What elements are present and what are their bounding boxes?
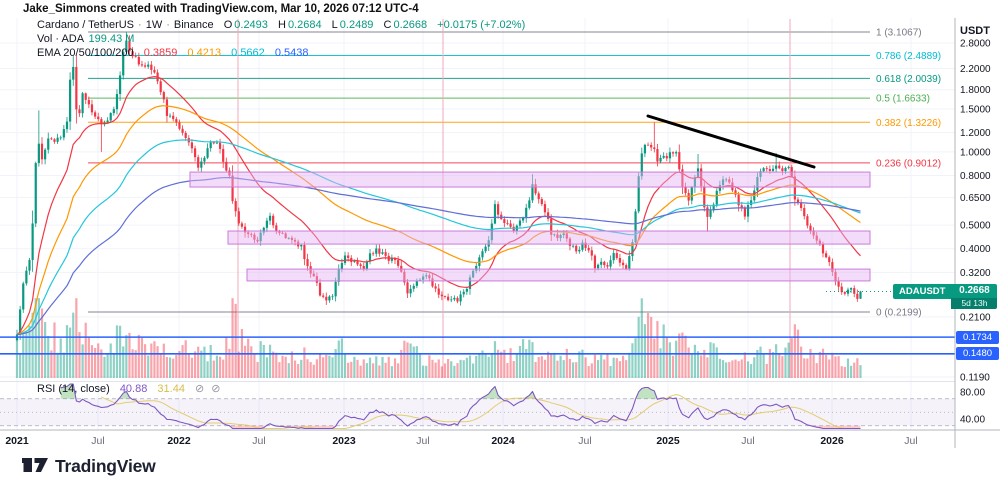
current-price-value: 0.2668 bbox=[951, 284, 998, 298]
fib-level-label: 0 (0.2199) bbox=[876, 307, 922, 318]
high-value: 0.2684 bbox=[287, 19, 322, 31]
rsi-label: RSI (14, close) bbox=[37, 383, 110, 395]
rsi-ma-line bbox=[101, 394, 861, 429]
close-key: C bbox=[383, 19, 392, 31]
time-axis-label: 2026 bbox=[820, 435, 844, 447]
fib-level-label: 0.618 (2.0039) bbox=[876, 74, 941, 85]
price-tick-label: 1.2000 bbox=[960, 128, 991, 139]
time-axis-label: 2023 bbox=[332, 435, 356, 447]
bar-countdown: 5d 13h bbox=[951, 298, 998, 309]
rsi-tick-label: 40.00 bbox=[960, 415, 985, 426]
ema-label: EMA 20/50/100/200 bbox=[37, 47, 134, 59]
hide-icon[interactable]: ⊘ bbox=[195, 383, 205, 395]
price-tick-label: 2.2000 bbox=[960, 64, 991, 75]
open-key: O bbox=[223, 19, 233, 31]
time-axis[interactable]: 2021 Jul 2022 Jul 2023 Jul 2024 Jul 2025 Jul 2026 J… bbox=[5, 435, 917, 447]
price-tick-label: 1.5000 bbox=[960, 104, 991, 115]
time-axis-label: Jul bbox=[578, 435, 591, 447]
fib-level-label: 0.5 (1.6633) bbox=[876, 94, 930, 105]
zone-rect bbox=[189, 171, 871, 188]
time-axis-label: Jul bbox=[741, 435, 754, 447]
tradingview-logo[interactable]: TradingView bbox=[22, 456, 156, 477]
grid-lines bbox=[0, 18, 955, 430]
rsi-ma-value: 31.44 bbox=[157, 383, 185, 395]
price-tick-label: 0.1190 bbox=[960, 372, 990, 383]
volume-label: Vol · ADA bbox=[37, 33, 84, 45]
tradingview-logo-icon bbox=[22, 458, 48, 472]
close-value: 0.2668 bbox=[393, 19, 428, 31]
time-axis-label: 2021 bbox=[5, 435, 29, 447]
price-tick-label: 1.0000 bbox=[960, 147, 991, 158]
ema50-value: 0.4213 bbox=[187, 47, 222, 59]
rsi-legend-row[interactable]: RSI (14, close) 40.88 31.44 ⊘ ⊘ bbox=[37, 383, 220, 395]
price-tick-label: 0.8000 bbox=[960, 171, 991, 182]
trendline[interactable] bbox=[646, 114, 816, 169]
symbol-title: Cardano / TetherUS bbox=[37, 19, 135, 31]
tradingview-logo-text: TradingView bbox=[55, 456, 156, 476]
current-price-label: ADAUSDT 0.2668 5d 13h bbox=[893, 284, 998, 309]
alert-price-label: 0.1734 bbox=[956, 330, 999, 344]
ema20-value: 0.3859 bbox=[143, 47, 178, 59]
low-key: L bbox=[331, 19, 338, 31]
rsi-oversold-fill bbox=[60, 425, 861, 429]
price-scale-currency: USDT bbox=[960, 25, 990, 37]
price-tick-label: 0.2100 bbox=[960, 312, 991, 323]
open-value: 0.2493 bbox=[234, 19, 268, 31]
time-axis-label: Jul bbox=[252, 435, 265, 447]
ema-100-line bbox=[16, 139, 861, 336]
price-tick-label: 0.3200 bbox=[960, 268, 991, 279]
rsi-line bbox=[60, 383, 861, 430]
ema-50-line bbox=[16, 105, 861, 336]
high-key: H bbox=[277, 19, 286, 31]
price-scale-bg[interactable] bbox=[955, 18, 1000, 430]
rsi-pane bbox=[0, 383, 955, 430]
price-tick-label: 2.8000 bbox=[960, 38, 991, 49]
interval-label: 1W bbox=[145, 19, 163, 31]
alert-lines[interactable] bbox=[0, 336, 955, 355]
hide-icon[interactable]: ⊘ bbox=[211, 383, 221, 395]
ema200-value: 0.5438 bbox=[274, 47, 309, 59]
separator: · bbox=[138, 19, 142, 31]
fib-level-label: 0.786 (2.4889) bbox=[876, 51, 941, 62]
price-tick-label: 0.4000 bbox=[960, 244, 991, 255]
ema-200-line bbox=[16, 177, 861, 336]
ema-legend-row[interactable]: EMA 20/50/100/200 0.3859 0.4213 0.5662 0… bbox=[37, 47, 525, 61]
volume-legend-row[interactable]: Vol · ADA 199.43 M bbox=[37, 33, 525, 47]
price-tick-label: 0.6500 bbox=[960, 193, 991, 204]
change-value: +0.0175 (+7.02%) bbox=[437, 19, 526, 31]
time-axis-label: Jul bbox=[904, 435, 917, 447]
rsi-tick-label: 80.00 bbox=[960, 388, 985, 399]
time-axis-label: 2025 bbox=[656, 435, 680, 447]
separator: · bbox=[166, 19, 170, 31]
zone-rect bbox=[227, 230, 871, 245]
fib-level-label: 0.236 (0.9012) bbox=[876, 158, 941, 169]
rsi-value: 40.88 bbox=[119, 383, 148, 395]
price-zones[interactable] bbox=[189, 171, 871, 282]
price-tick-label: 1.8000 bbox=[960, 85, 991, 96]
time-axis-label: Jul bbox=[416, 435, 429, 447]
zone-rect bbox=[246, 268, 871, 282]
event-vertical-lines[interactable] bbox=[237, 19, 791, 378]
symbol-chip: ADAUSDT bbox=[893, 284, 952, 299]
attribution-text: Jake_Simmons created with TradingView.co… bbox=[23, 3, 419, 15]
fib-level-label: 0.382 (1.3226) bbox=[876, 118, 941, 129]
time-axis-label: 2022 bbox=[167, 435, 191, 447]
fib-level-label: 1 (3.1067) bbox=[876, 28, 922, 39]
low-value: 0.2489 bbox=[339, 19, 374, 31]
time-axis-label: 2024 bbox=[491, 435, 515, 447]
ema100-value: 0.5662 bbox=[231, 47, 265, 59]
price-tick-label: 0.5000 bbox=[960, 221, 991, 232]
volume-value: 199.43 M bbox=[88, 33, 135, 45]
time-axis-label: Jul bbox=[91, 435, 104, 447]
exchange-label: Binance bbox=[173, 19, 214, 31]
volume-bars bbox=[15, 298, 862, 378]
alert-price-label: 0.1480 bbox=[956, 347, 999, 361]
